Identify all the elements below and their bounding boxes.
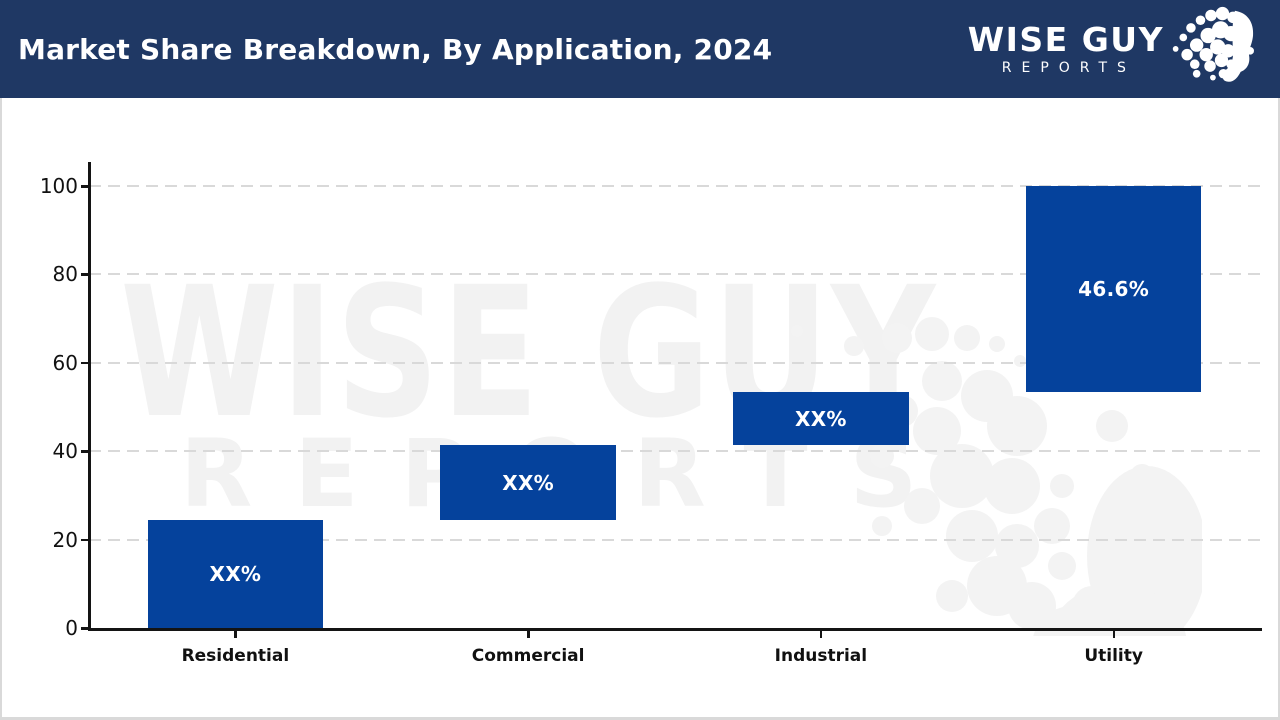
- logo-wordmark-line2: REPORTS: [1001, 59, 1136, 76]
- gridline: [89, 450, 1260, 453]
- y-tick-mark: [81, 538, 89, 542]
- y-tick-mark: [81, 273, 89, 276]
- y-tick-label: 40: [52, 439, 78, 464]
- x-category-label: Industrial: [774, 646, 868, 666]
- bar-label: XX%: [209, 561, 262, 586]
- gridline: [89, 361, 1260, 364]
- y-tick-mark: [81, 627, 89, 630]
- bar-label: 46.6%: [1078, 276, 1150, 301]
- bar: XX%: [440, 445, 616, 520]
- y-tick-label: 0: [65, 616, 78, 640]
- bar: XX%: [733, 391, 909, 446]
- x-category-label: Utility: [1084, 646, 1143, 666]
- bar: 46.6%: [1025, 186, 1202, 392]
- bar: XX%: [147, 519, 324, 628]
- gridline: [89, 273, 1260, 276]
- y-axis-line: [88, 162, 91, 630]
- y-tick-label: 100: [39, 174, 78, 198]
- y-tick-label: 80: [52, 262, 78, 287]
- x-tick-mark: [527, 630, 530, 638]
- header: Market Share Breakdown, By Application, …: [0, 0, 1280, 98]
- y-tick-label: 20: [52, 527, 78, 552]
- y-tick-mark: [81, 361, 89, 365]
- gridline: [89, 538, 1260, 541]
- x-tick-mark: [234, 630, 237, 638]
- y-tick-mark: [81, 450, 89, 453]
- gridline: [89, 185, 1260, 187]
- chart-region: WISE GUY REPORTS: [0, 98, 1280, 720]
- page-title: Market Share Breakdown, By Application, …: [18, 32, 773, 66]
- x-category-label: Residential: [181, 646, 290, 666]
- x-tick-mark: [1112, 630, 1116, 638]
- x-axis-line: [88, 628, 1262, 631]
- x-tick-mark: [819, 630, 823, 638]
- y-tick-mark: [81, 185, 89, 188]
- logo-wordmark: WISE GUY REPORTS: [968, 23, 1164, 76]
- bar-label: XX%: [502, 470, 554, 495]
- y-tick-label: 60: [52, 350, 78, 375]
- logo-wordmark-line1: WISE GUY: [967, 19, 1164, 59]
- x-category-label: Commercial: [471, 646, 585, 666]
- brand-logo: WISE GUY REPORTS: [968, 6, 1254, 92]
- bar-label: XX%: [794, 406, 847, 431]
- logo-face-icon: [1168, 6, 1254, 92]
